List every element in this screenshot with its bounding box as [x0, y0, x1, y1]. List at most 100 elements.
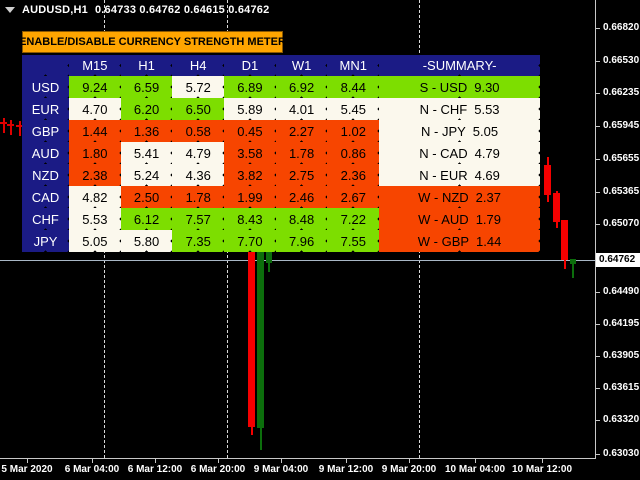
- strength-cell: 2.75: [275, 164, 328, 186]
- strength-cell: 2.67: [327, 186, 380, 208]
- strength-cell: 1.36: [120, 120, 173, 142]
- summary-label: W - NZD: [418, 189, 469, 205]
- strength-cell: 2.27: [275, 120, 328, 142]
- time-axis[interactable]: 5 Mar 2020 6 Mar 04:00 6 Mar 12:00 6 Mar 20…: [0, 458, 640, 480]
- current-price-line: [0, 260, 595, 261]
- time-tick: [542, 459, 543, 463]
- column-header: -SUMMARY-: [379, 55, 540, 76]
- time-tick: [218, 459, 219, 463]
- summary-label: W - GBP: [417, 233, 470, 249]
- strength-cell: 4.36: [172, 164, 225, 186]
- column-header: MN1: [327, 55, 380, 76]
- price-axis[interactable]: 0.64762 0.66820 0.66530 0.66235 0.65945 0.65…: [595, 0, 640, 480]
- candle-body: [561, 220, 568, 260]
- strength-cell: 6.89: [224, 76, 276, 98]
- summary-value: 5.53: [474, 101, 500, 117]
- summary-label: W - AUD: [418, 211, 469, 227]
- summary-cell: N - JPY 5.05: [379, 120, 540, 142]
- strength-cell: 0.58: [172, 120, 225, 142]
- column-header: H4: [172, 55, 225, 76]
- strength-cell: 0.45: [224, 120, 276, 142]
- time-axis-label: 6 Mar 04:00: [64, 464, 120, 475]
- price-axis-label: 0.63615: [603, 382, 640, 393]
- chart-dropdown-icon[interactable]: [5, 7, 15, 13]
- row-label-nzd: NZD: [22, 164, 69, 186]
- strength-cell: 4.01: [275, 98, 328, 120]
- price-tick: [596, 420, 600, 421]
- row-label-cad: CAD: [22, 186, 69, 208]
- price-axis-label: 0.65945: [603, 120, 640, 131]
- summary-label: S - USD: [419, 79, 468, 95]
- time-axis-border: [0, 458, 596, 459]
- summary-label: N - JPY: [421, 123, 466, 139]
- time-tick: [155, 459, 156, 463]
- candle-wick: [572, 259, 574, 278]
- red-marker-icon: [0, 118, 7, 134]
- strength-cell: 5.53: [69, 208, 121, 230]
- row-label-usd: USD: [22, 76, 69, 98]
- price-tick: [596, 192, 600, 193]
- strength-meter-toggle-button[interactable]: ENABLE/DISABLE CURRENCY STRENGTH METER: [19, 31, 286, 53]
- summary-label: N - EUR: [419, 167, 468, 183]
- price-tick: [596, 159, 600, 160]
- strength-cell: 1.99: [224, 186, 276, 208]
- strength-cell: 8.48: [275, 208, 328, 230]
- summary-value: 5.05: [472, 123, 499, 139]
- strength-cell: 5.89: [224, 98, 276, 120]
- candle-body: [544, 165, 551, 195]
- strength-cell: 7.96: [275, 230, 328, 252]
- summary-value: 9.30: [474, 79, 500, 95]
- time-tick: [281, 459, 282, 463]
- price-axis-label: 0.65655: [603, 153, 640, 164]
- price-tick: [596, 93, 600, 94]
- price-axis-label: 0.63905: [603, 350, 640, 361]
- strength-cell: 7.35: [172, 230, 225, 252]
- price-tick: [596, 28, 600, 29]
- candle-body: [257, 250, 264, 428]
- strength-cell: 4.82: [69, 186, 121, 208]
- strength-cell: 6.20: [120, 98, 173, 120]
- time-tick: [27, 459, 28, 463]
- summary-value: 4.69: [474, 167, 500, 183]
- time-tick: [475, 459, 476, 463]
- column-header: H1: [120, 55, 173, 76]
- strength-cell: 5.45: [327, 98, 380, 120]
- time-axis-label: 6 Mar 12:00: [127, 464, 183, 475]
- strength-cell: 3.58: [224, 142, 276, 164]
- price-tick: [596, 126, 600, 127]
- price-axis-label: 0.64195: [603, 318, 640, 329]
- strength-cell: 4.79: [172, 142, 225, 164]
- price-tick: [596, 388, 600, 389]
- price-tick: [596, 292, 600, 293]
- time-axis-label: 6 Mar 20:00: [190, 464, 246, 475]
- symbol-timeframe: AUDUSD,H1: [22, 4, 88, 16]
- strength-cell: 6.12: [120, 208, 173, 230]
- strength-cell: 4.70: [69, 98, 121, 120]
- summary-value: 1.79: [475, 211, 501, 227]
- price-tick: [596, 454, 600, 455]
- time-tick: [346, 459, 347, 463]
- column-header: W1: [275, 55, 328, 76]
- price-tick: [596, 61, 600, 62]
- candle-body: [553, 193, 560, 222]
- strength-cell: 8.43: [224, 208, 276, 230]
- price-axis-label: 0.65070: [603, 218, 640, 229]
- summary-value: 1.44: [476, 233, 502, 249]
- candle-body: [266, 251, 272, 263]
- strength-table: M15 H1 H4 D1 W1 MN1 -SUMMARY- USD 9.24 6.59 5.72 6.…: [22, 55, 540, 252]
- column-header: M15: [69, 55, 121, 76]
- strength-cell: 6.59: [120, 76, 173, 98]
- strength-cell: 5.72: [172, 76, 225, 98]
- ohlc-quotes: 0.64733 0.64762 0.64615 0.64762: [94, 4, 270, 16]
- row-label-eur: EUR: [22, 98, 69, 120]
- summary-value: 4.79: [474, 145, 500, 161]
- red-marker-icon: [7, 120, 14, 136]
- time-axis-label: 10 Mar 04:00: [444, 464, 506, 475]
- time-axis-label: 9 Mar 12:00: [318, 464, 374, 475]
- summary-value: 2.37: [475, 189, 501, 205]
- price-tick: [596, 224, 600, 225]
- chart-title-bar: AUDUSD,H1 0.64733 0.64762 0.64615 0.6476…: [5, 4, 269, 16]
- summary-label: N - CHF: [419, 101, 468, 117]
- row-label-gbp: GBP: [22, 120, 69, 142]
